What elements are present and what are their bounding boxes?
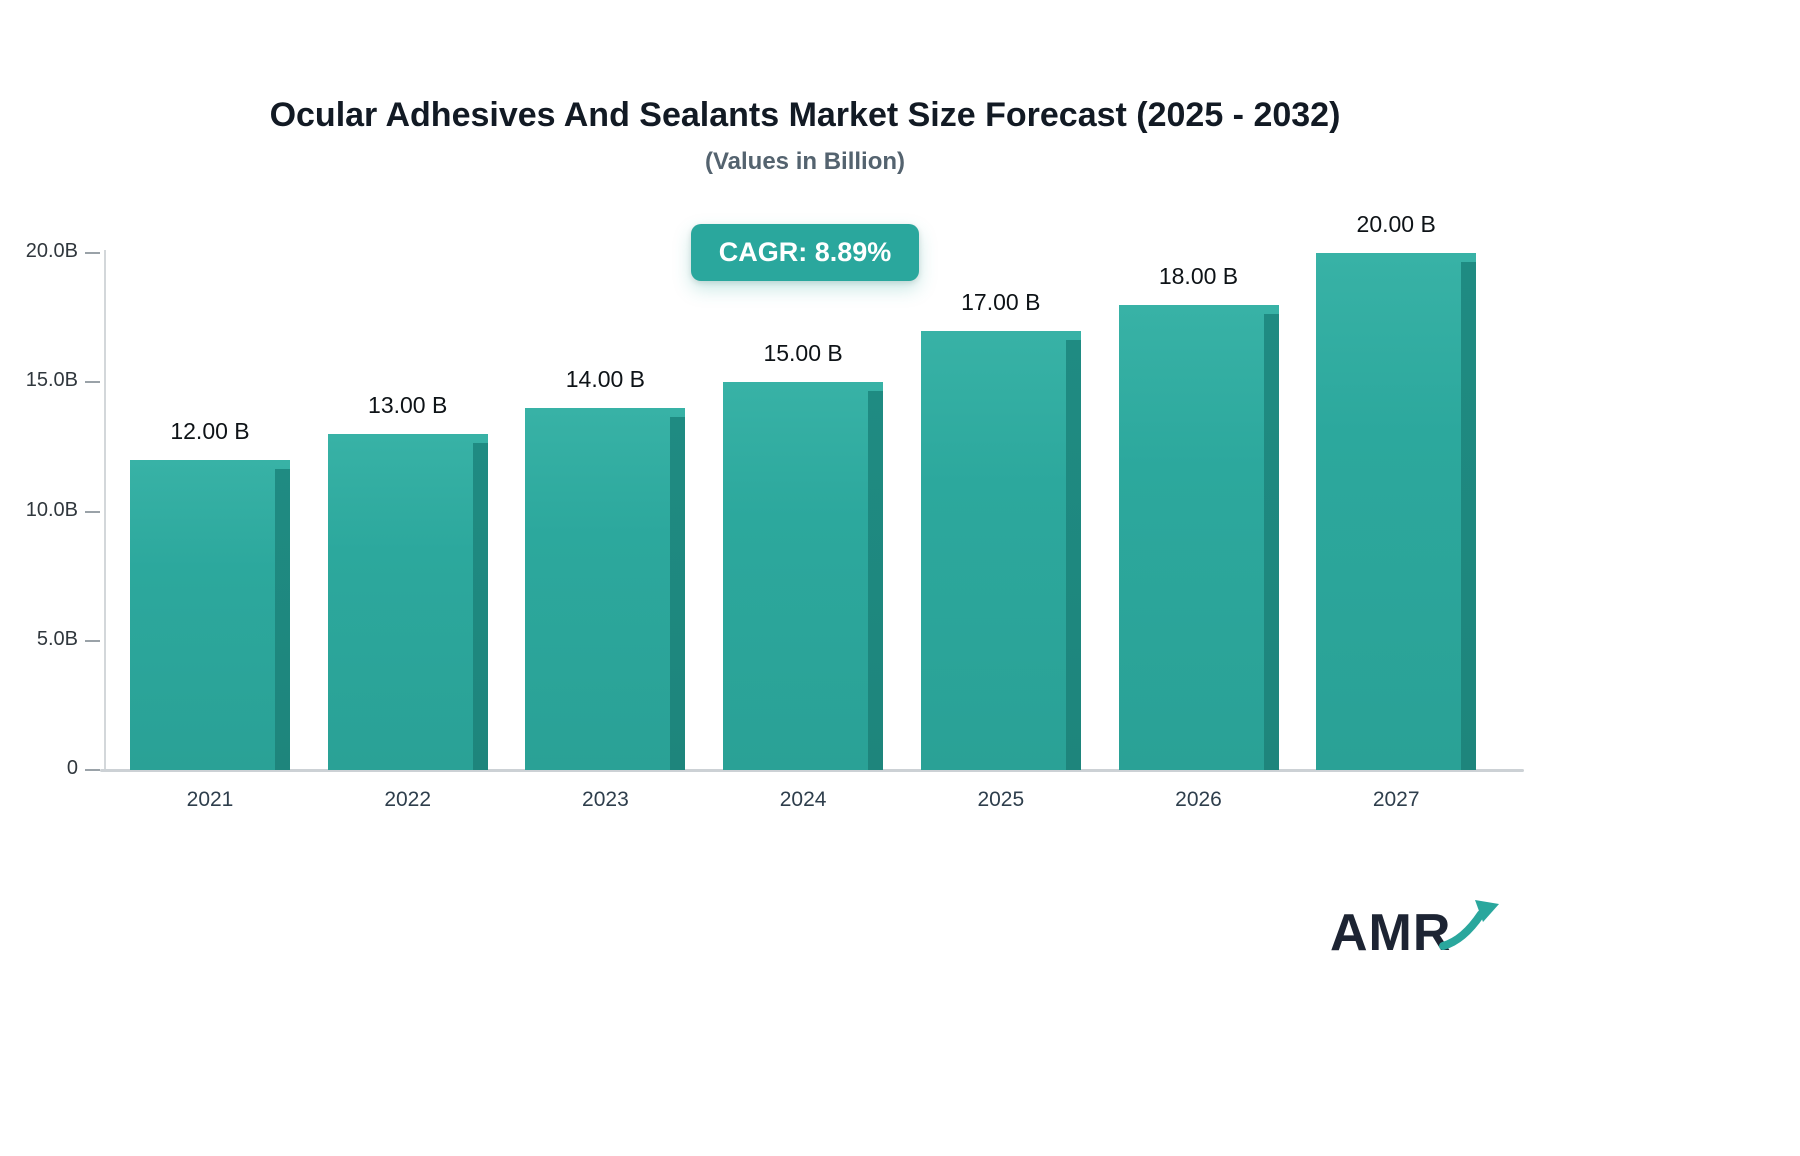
y-axis-tick-label: 0 (66, 757, 78, 779)
x-axis-tick-label: 2022 (384, 788, 432, 811)
brand-logo: AMR (1330, 896, 1501, 959)
chart-subtitle: (Values in Billion) (704, 148, 906, 175)
x-axis-tick-label: 2026 (1175, 788, 1222, 811)
y-axis-tick-label: 15.0B (25, 369, 78, 392)
x-axis-tick-label: 2021 (186, 788, 234, 811)
bar-2025 (920, 330, 1081, 770)
bar-value-label: 18.00 B (1158, 262, 1239, 289)
chart-title: Ocular Adhesives And Sealants Market Siz… (269, 96, 1341, 134)
bar-side-shadow (275, 468, 290, 770)
y-axis-tick-dash (85, 381, 100, 384)
bar-value-label: 14.00 B (565, 366, 646, 393)
y-axis-tick-label: 20.0B (25, 240, 78, 262)
y-axis-tick-dash (85, 639, 100, 642)
logo-text: AMR (1330, 904, 1452, 962)
y-axis-line (104, 250, 106, 771)
y-axis-tick-dash (85, 510, 100, 513)
cagr-badge: CAGR: 8.89% (690, 224, 920, 281)
bar-2023 (525, 408, 686, 770)
bar-side-shadow (868, 391, 884, 770)
x-axis-tick-label: 2024 (779, 788, 827, 811)
trend-up-arrow-icon (1437, 896, 1501, 957)
x-axis-tick-label: 2023 (582, 788, 629, 811)
y-axis-tick-label: 5.0B (36, 627, 78, 650)
bar-value-label: 13.00 B (368, 391, 448, 418)
bar-2026 (1118, 304, 1279, 770)
y-axis-tick-label: 10.0B (25, 498, 78, 521)
x-axis-baseline (100, 769, 1524, 772)
bar-2024 (723, 382, 884, 770)
bar-side-shadow (670, 417, 686, 770)
bar-2021 (130, 459, 290, 770)
x-axis-tick-label: 2025 (977, 788, 1025, 811)
cagr-badge-wrap: CAGR: 8.89% (0, 224, 1610, 281)
bar-side-shadow (1461, 262, 1477, 770)
y-axis-tick-dash (85, 252, 100, 254)
bar-side-shadow (1263, 313, 1279, 770)
bar-value-label: 15.00 B (763, 340, 843, 367)
bar-2022 (327, 433, 488, 770)
bar-2027 (1316, 253, 1477, 770)
bar-value-label: 20.00 B (1356, 211, 1436, 237)
bar-side-shadow (1065, 339, 1081, 770)
bar-value-label: 17.00 B (961, 288, 1041, 315)
x-axis-tick-label: 2027 (1372, 788, 1420, 811)
bar-side-shadow (472, 442, 488, 770)
bar-value-label: 12.00 B (170, 417, 250, 444)
y-axis-tick-dash (85, 769, 100, 771)
